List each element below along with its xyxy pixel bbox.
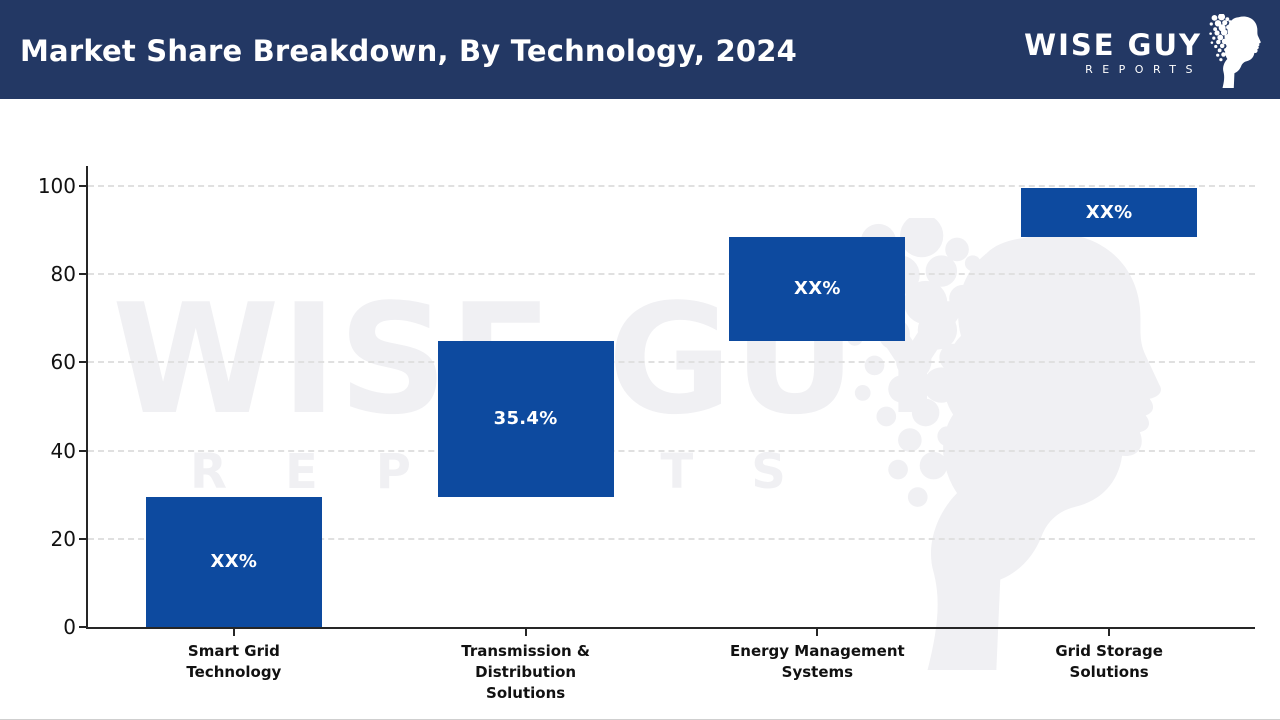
bar-value-label-transmission-distribution-solutions: 35.4% [493,408,558,430]
y-axis-line [86,166,88,629]
brand-logo-text: WISE GUY REPORTS [1024,28,1202,77]
y-tick-label-40: 40 [50,438,76,463]
brand-head-icon [1209,14,1261,88]
y-tick-label-20: 20 [50,526,76,551]
y-tick-mark-0 [79,626,88,628]
x-axis-line [86,627,1255,629]
x-tick-mark-smart-grid-technology [232,627,235,636]
bar-value-label-energy-management-systems: XX% [794,278,841,300]
category-label-transmission-distribution-solutions: Transmission & Distribution Solutions [376,641,676,704]
gridline-100 [88,185,1255,187]
bar-energy-management-systems: XX% [729,237,906,341]
gridline-20 [88,537,1255,540]
y-tick-mark-100 [79,185,88,187]
y-tick-mark-80 [79,273,88,276]
brand-subtitle: REPORTS [1085,63,1202,77]
category-label-line: Systems [781,663,854,681]
category-label-line: Solutions [1069,663,1149,681]
bar-value-label-smart-grid-technology: XX% [210,551,258,573]
category-label-line: Technology [186,663,282,681]
bar-value-label-grid-storage-solutions: XX% [1085,201,1133,223]
bar-transmission-distribution-solutions: 35.4% [437,340,614,497]
header-bar: Market Share Breakdown, By Technology, 2… [0,0,1280,99]
gridline-60 [88,361,1255,364]
y-tick-mark-60 [79,361,88,364]
gridline-80 [88,273,1255,276]
y-tick-label-80: 80 [50,262,76,287]
gridline-40 [88,449,1255,452]
y-tick-mark-20 [79,537,88,540]
category-label-line: Grid Storage [1055,642,1163,660]
y-tick-mark-40 [79,449,88,452]
x-tick-mark-energy-management-systems [816,627,819,636]
category-label-line: Smart Grid [187,642,280,660]
category-label-line: Energy Management [730,642,905,660]
waterfall-chart: 0 20 40 60 80 100 XX% Smart Grid Technology 35.4%… [0,99,1280,719]
y-tick-label-0: 0 [63,615,76,639]
page-title: Market Share Breakdown, By Technology, 2… [20,34,798,68]
y-tick-label-60: 60 [50,350,76,375]
brand-logo: WISE GUY REPORTS [1020,8,1270,92]
bar-smart-grid-technology: XX% [145,496,322,627]
category-label-smart-grid-technology: Smart Grid Technology [84,641,384,683]
category-label-energy-management-systems: Energy Management Systems [667,641,967,683]
x-tick-mark-grid-storage-solutions [1108,627,1111,636]
category-label-line: Solutions [486,684,566,702]
brand-name: WISE GUY [1024,28,1202,62]
category-label-line: Transmission & [461,642,591,660]
category-label-line: Distribution [475,663,577,681]
bar-grid-storage-solutions: XX% [1021,187,1198,238]
x-tick-mark-transmission-distribution-solutions [524,627,527,636]
category-label-grid-storage-solutions: Grid Storage Solutions [959,641,1259,683]
y-tick-label-100: 100 [37,174,76,198]
